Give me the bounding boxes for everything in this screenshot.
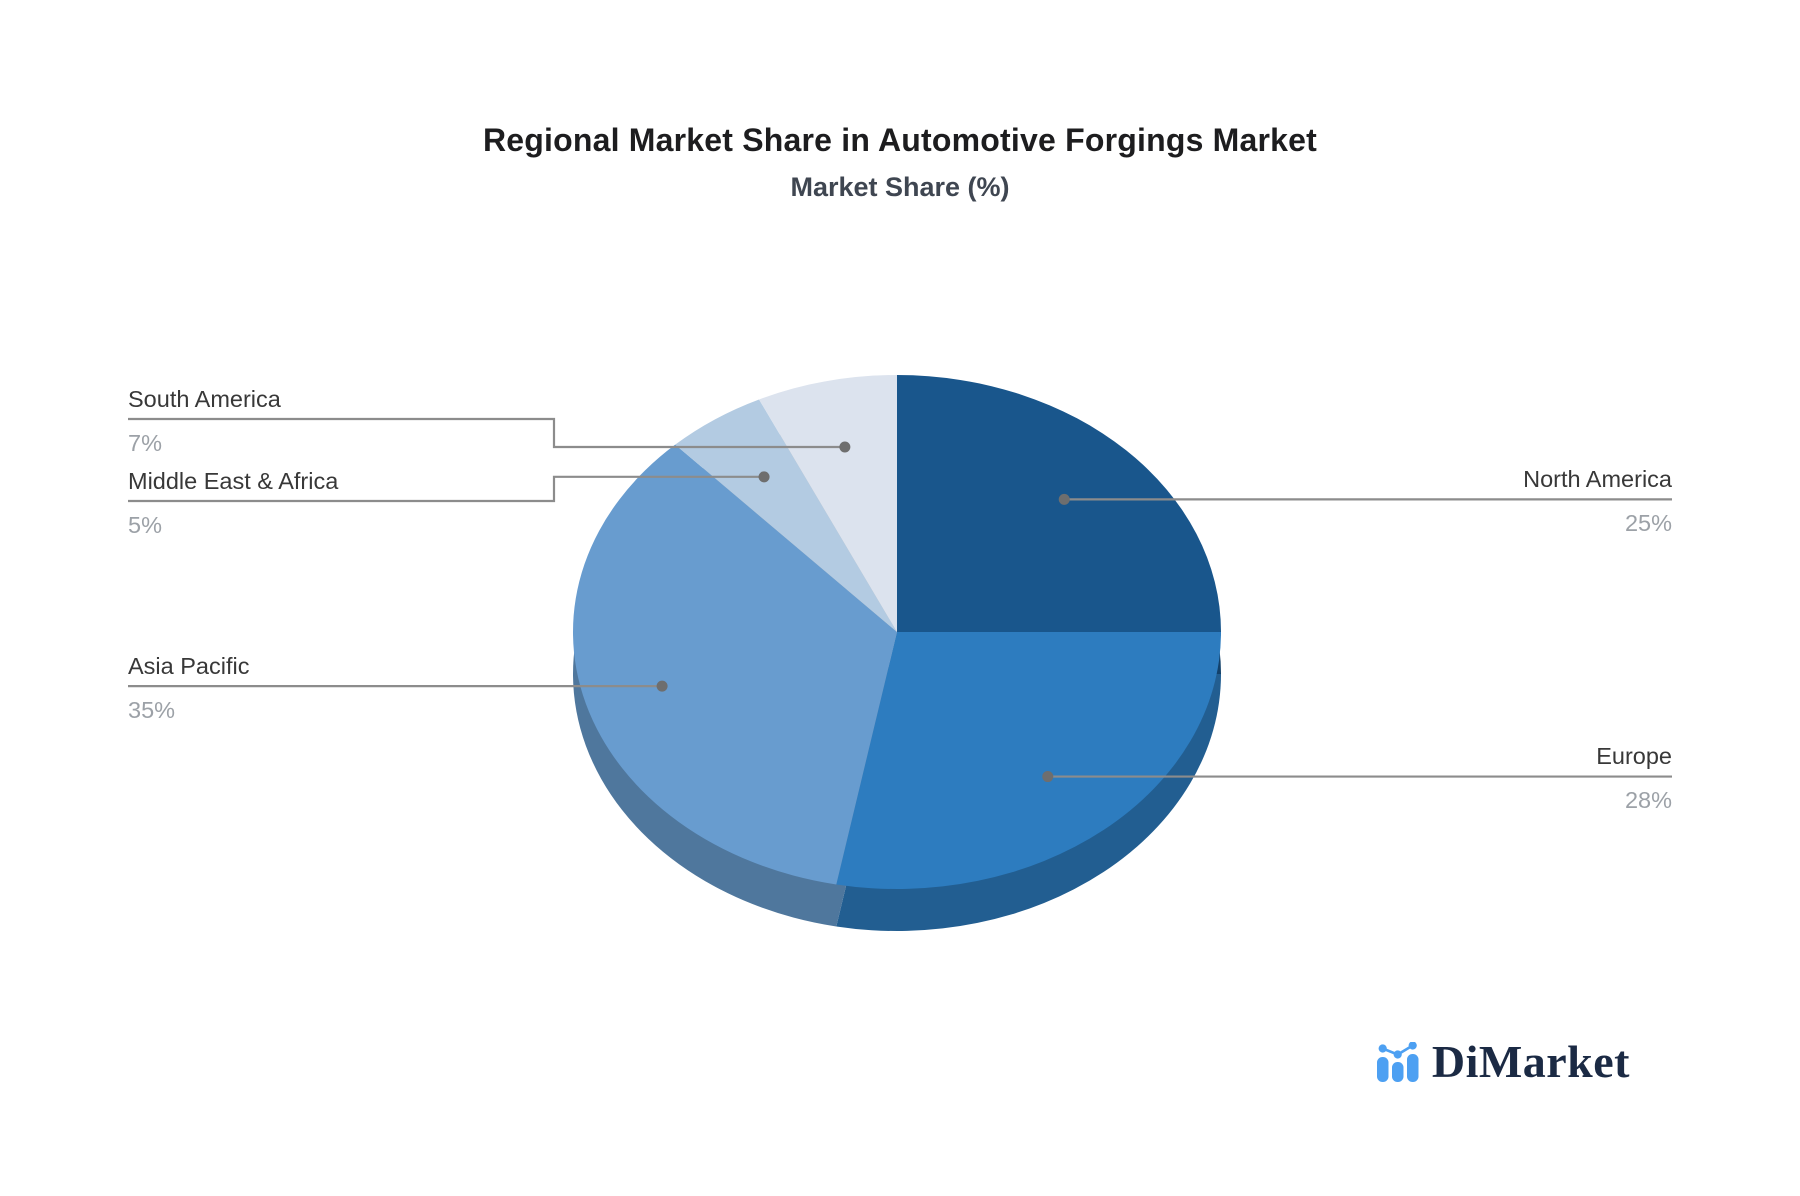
pie-slice (572, 444, 897, 885)
leader-dot (1042, 771, 1054, 783)
slice-label: Asia Pacific (128, 653, 250, 679)
chart-subtitle: Market Share (%) (790, 172, 1010, 202)
slice-value: 7% (128, 430, 162, 456)
slice-value: 28% (1624, 787, 1672, 813)
brand-logo: DiMarket (1376, 1036, 1630, 1087)
leader-line (128, 475, 765, 503)
slice-value: 25% (1624, 510, 1672, 536)
leader-dot (656, 680, 668, 692)
leader-dot (758, 471, 770, 483)
leader-dot (839, 441, 851, 453)
pie-slice (897, 375, 1221, 632)
slice-label: Europe (1596, 743, 1672, 769)
callout-south-america: South America 7% (128, 385, 281, 457)
leader-dot (1058, 493, 1070, 505)
callout-north-america: North America 25% (1523, 465, 1672, 537)
callout-europe: Europe 28% (1596, 742, 1672, 814)
callout-asia-pacific: Asia Pacific 35% (128, 652, 249, 724)
slice-label: South America (128, 386, 281, 412)
callout-middle-east-africa: Middle East & Africa 5% (128, 467, 338, 539)
leader-line (128, 417, 845, 449)
bar-chart-trend-icon (1376, 1042, 1419, 1082)
pie-slice (675, 399, 897, 632)
slice-value: 35% (128, 697, 176, 723)
pie-slice (759, 375, 897, 632)
slice-label: North America (1523, 466, 1672, 492)
chart-title: Regional Market Share in Automotive Forg… (482, 122, 1318, 158)
slice-label: Middle East & Africa (128, 468, 339, 494)
pie-slice (836, 632, 1221, 889)
brand-name: DiMarket (1431, 1036, 1630, 1087)
slice-value: 5% (128, 512, 162, 538)
